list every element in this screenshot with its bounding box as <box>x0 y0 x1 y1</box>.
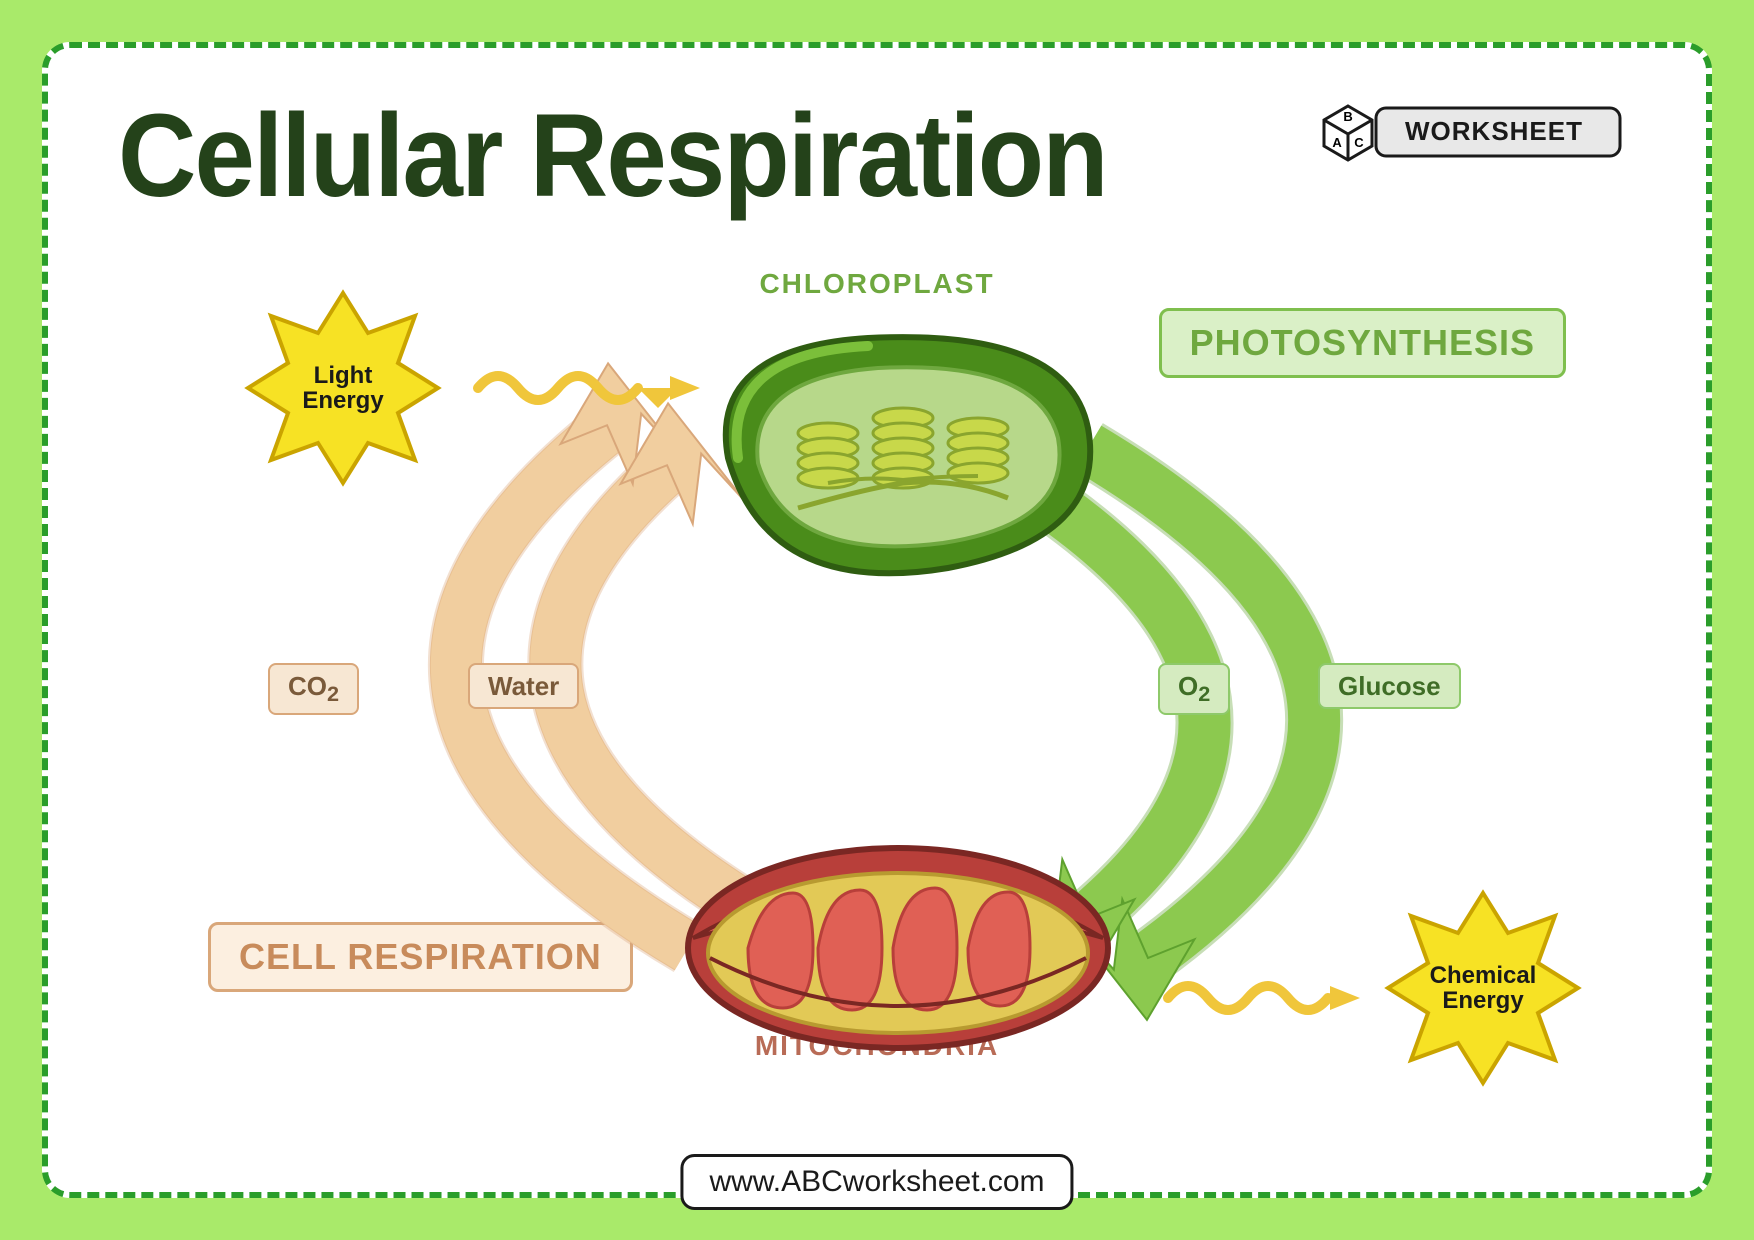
svg-text:A: A <box>1332 135 1342 150</box>
chemical-energy-label: Chemical Energy <box>1430 963 1537 1013</box>
worksheet-frame: Cellular Respiration WORKSHEET B A C CHL… <box>42 42 1712 1198</box>
chloroplast-icon <box>668 308 1108 593</box>
co2-pill: CO2 <box>268 663 359 715</box>
mitochondria-icon <box>668 798 1128 1073</box>
svg-text:C: C <box>1354 135 1364 150</box>
o2-pill: O2 <box>1158 663 1230 715</box>
chemical-energy-star: Chemical Energy <box>1368 888 1598 1088</box>
footer-url: www.ABCworksheet.com <box>680 1154 1073 1210</box>
water-pill: Water <box>468 663 579 709</box>
light-energy-star: Light Energy <box>228 288 458 488</box>
diagram: CHLOROPLAST MITOCHONDRIA PHOTOSYNTHESIS … <box>148 268 1606 1072</box>
glucose-pill: Glucose <box>1318 663 1461 709</box>
svg-text:B: B <box>1343 109 1352 124</box>
page-title: Cellular Respiration <box>118 88 1107 224</box>
light-energy-label: Light Energy <box>302 363 383 413</box>
worksheet-badge-text: WORKSHEET <box>1405 116 1583 146</box>
worksheet-badge: WORKSHEET B A C <box>1316 100 1626 164</box>
